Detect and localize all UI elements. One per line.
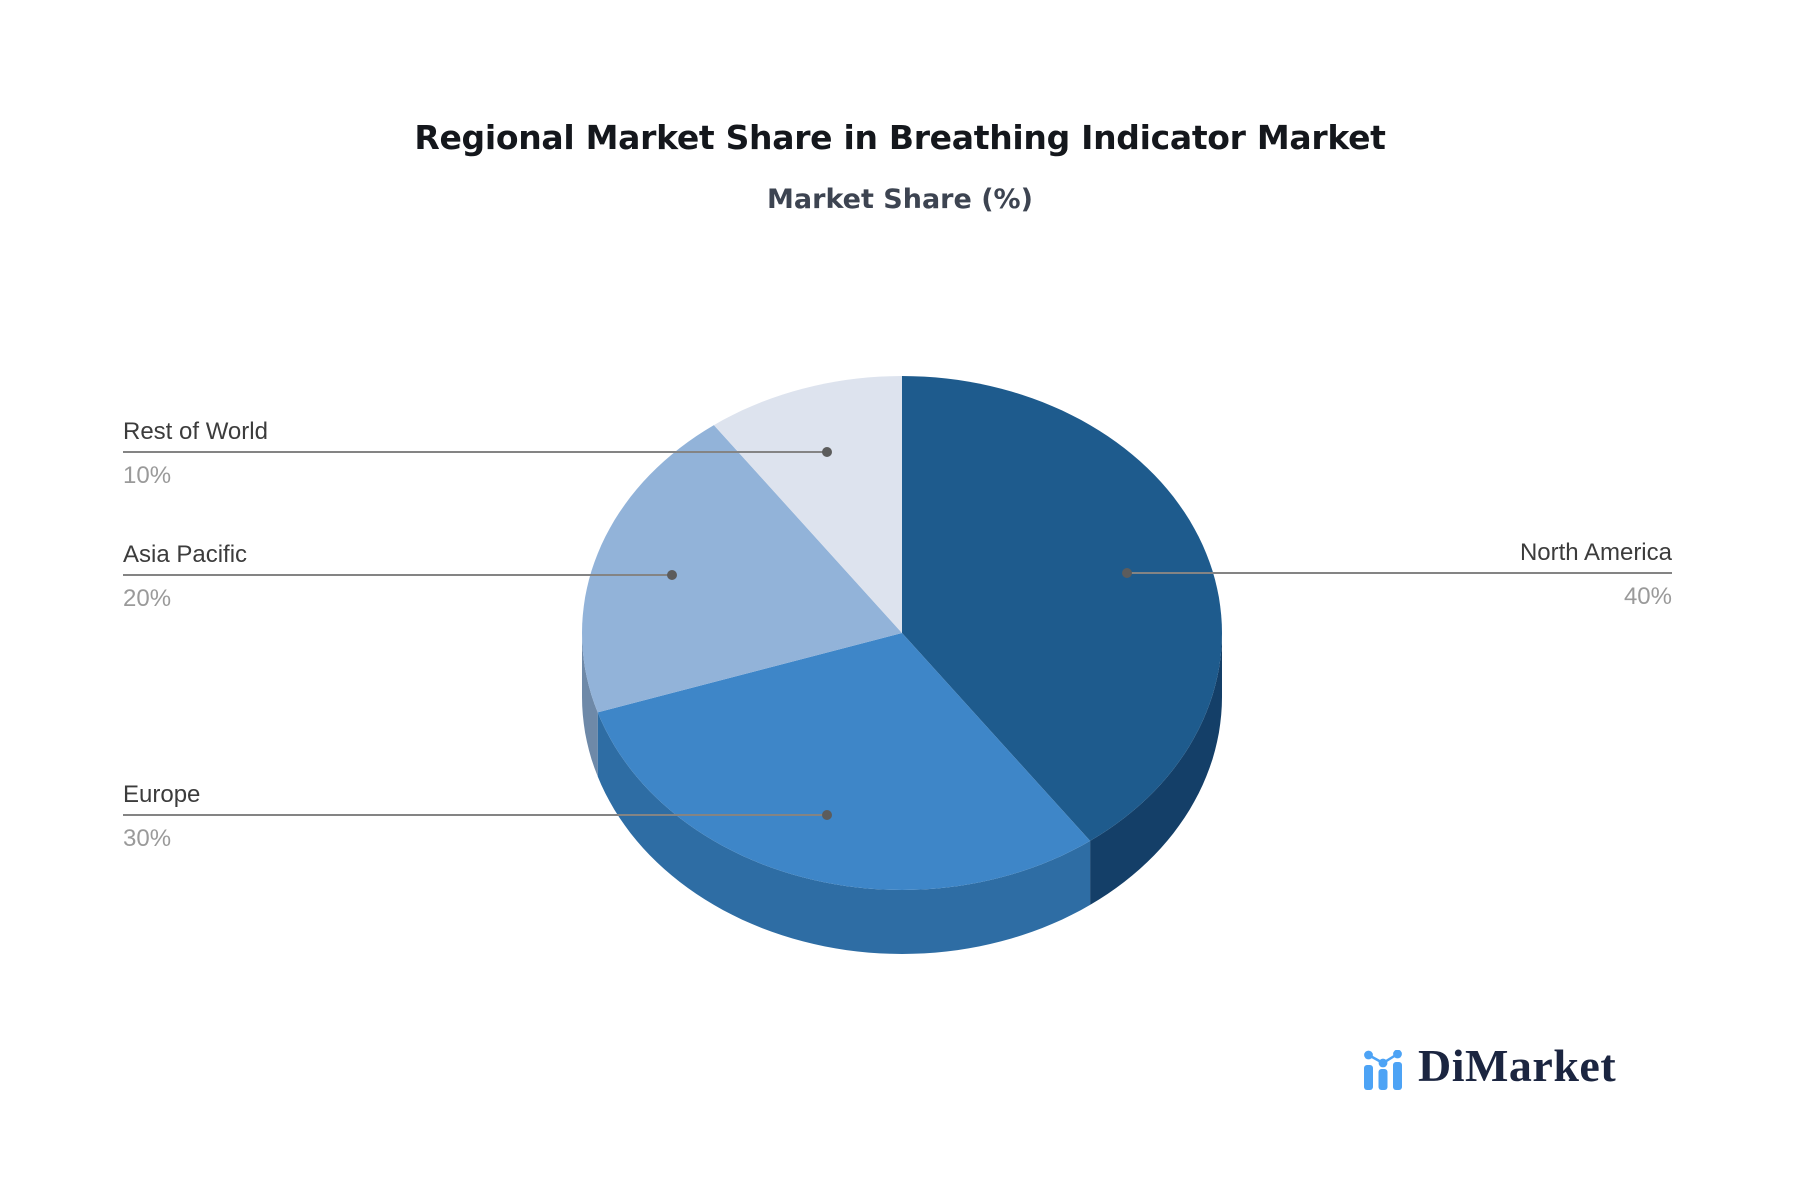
bar-line-chart-icon [1364, 1050, 1402, 1090]
label-asia-pacific: Asia Pacific 20% [123, 541, 247, 613]
brand-logo[interactable]: DiMarket [1363, 1040, 1616, 1090]
slice-name: Rest of World [123, 418, 268, 445]
slice-percent: 30% [123, 825, 172, 852]
brand-name: DiMarket [1418, 1040, 1617, 1091]
label-north-america: North America 40% [1520, 539, 1672, 611]
slice-name: North America [1519, 539, 1672, 566]
slice-percent: 20% [123, 585, 172, 612]
slice-percent: 40% [1623, 583, 1672, 610]
label-rest-of-world: Rest of World 10% [123, 418, 268, 490]
chart-title: Regional Market Share in Breathing Indic… [414, 118, 1386, 157]
slice-name: Europe [123, 781, 201, 808]
slice-percent: 10% [123, 462, 172, 489]
slice-name: Asia Pacific [123, 541, 248, 568]
chart-subtitle: Market Share (%) [767, 184, 1033, 215]
label-europe: Europe 30% [123, 781, 200, 853]
